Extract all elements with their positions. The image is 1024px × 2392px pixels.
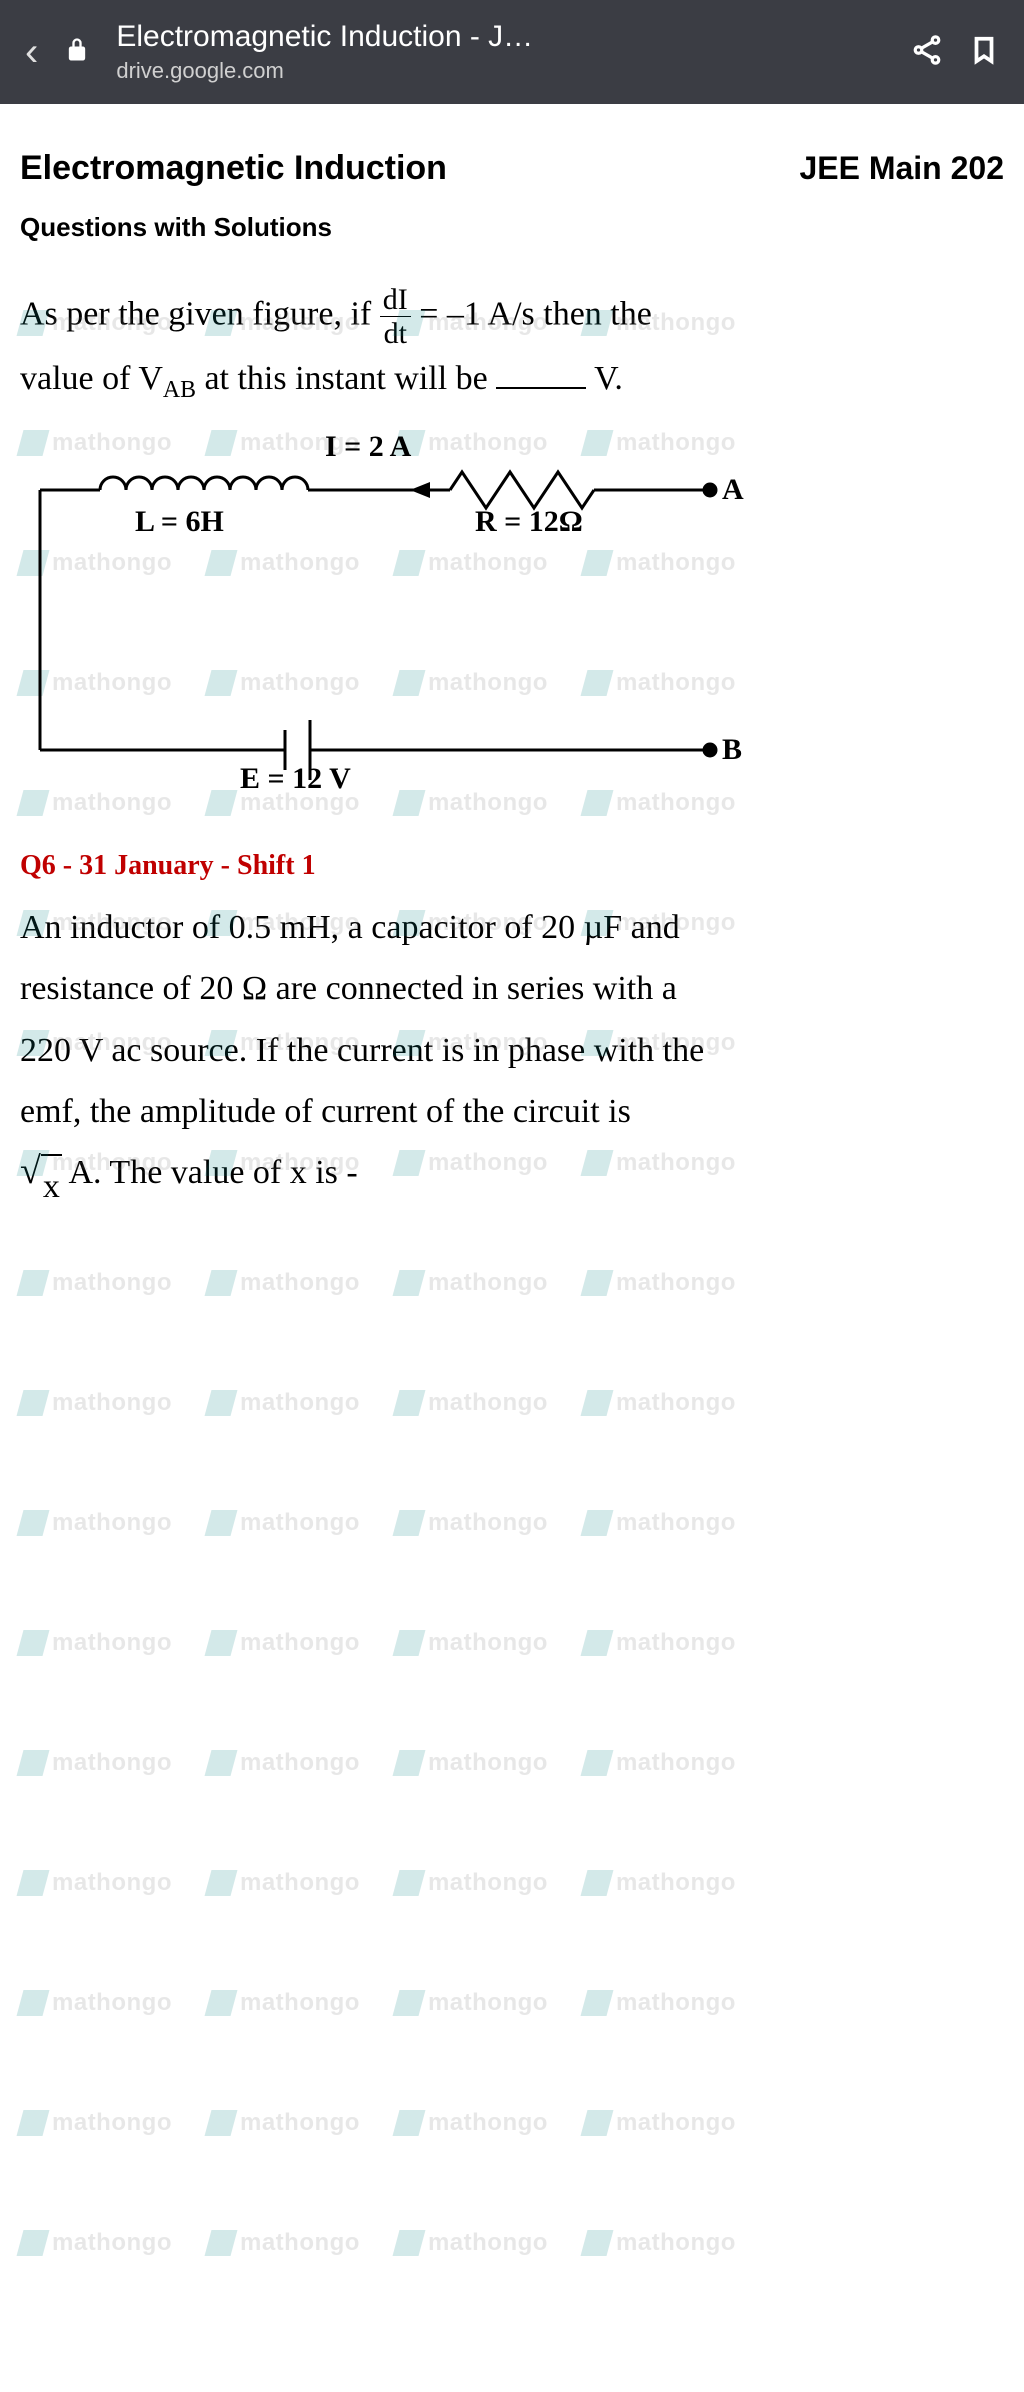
q5-pre: As per the given figure, if — [20, 295, 380, 332]
doc-title: Electromagnetic Induction — [20, 149, 447, 188]
q5-line2-end: V. — [586, 360, 623, 397]
doc-subtitle: Questions with Solutions — [20, 212, 1004, 243]
label-E: E = 12 V — [240, 762, 351, 796]
page-url: drive.google.com — [116, 58, 885, 84]
label-A: A — [722, 473, 744, 507]
spacer — [20, 1217, 1004, 2317]
question-5-text: As per the given figure, if dI dt = –1 A… — [20, 283, 1004, 410]
q5-sub: AB — [163, 377, 196, 403]
circuit-diagram: I = 2 A L = 6H R = 12Ω A B E = 12 V — [20, 430, 820, 800]
back-button[interactable]: ‹ — [25, 30, 38, 75]
q6-line1: An inductor of 0.5 mH, a capacitor of 20… — [20, 909, 680, 946]
q5-line2-post: at this instant will be — [196, 360, 496, 397]
q5-line2-pre: value of V — [20, 360, 163, 397]
frac-num: dI — [380, 283, 411, 317]
q6-label: Q6 - 31 January - Shift 1 — [20, 850, 1004, 882]
q6-line3: 220 V ac source. If the current is in ph… — [20, 1032, 704, 1069]
label-R: R = 12Ω — [475, 505, 583, 539]
bookmark-button[interactable] — [969, 33, 999, 72]
title-area[interactable]: Electromagnetic Induction - J… drive.goo… — [116, 20, 885, 84]
browser-toolbar: ‹ Electromagnetic Induction - J… drive.g… — [0, 0, 1024, 104]
blank-field — [496, 387, 586, 389]
label-L: L = 6H — [135, 505, 224, 539]
q6-line2: resistance of 20 Ω are connected in seri… — [20, 970, 677, 1007]
question-6-text: An inductor of 0.5 mH, a capacitor of 20… — [20, 897, 1004, 1217]
fraction-dI-dt: dI dt — [380, 283, 411, 350]
lock-icon — [63, 36, 91, 69]
q5-mid: = –1 A/s then the — [419, 295, 652, 332]
doc-right-heading: JEE Main 202 — [799, 150, 1004, 187]
q6-line5: A. The value of x is - — [62, 1154, 358, 1191]
label-B: B — [722, 733, 742, 767]
frac-den: dt — [380, 317, 411, 350]
circuit-svg — [20, 430, 820, 800]
q6-line4: emf, the amplitude of current of the cir… — [20, 1093, 631, 1130]
sqrt-x: √x — [20, 1154, 62, 1217]
doc-header: Electromagnetic Induction JEE Main 202 — [20, 149, 1004, 188]
share-button[interactable] — [910, 33, 944, 72]
document-content: mathongomathongomathongomathongomathongo… — [0, 104, 1024, 2337]
label-I: I = 2 A — [325, 430, 411, 464]
page-title: Electromagnetic Induction - J… — [116, 20, 885, 54]
